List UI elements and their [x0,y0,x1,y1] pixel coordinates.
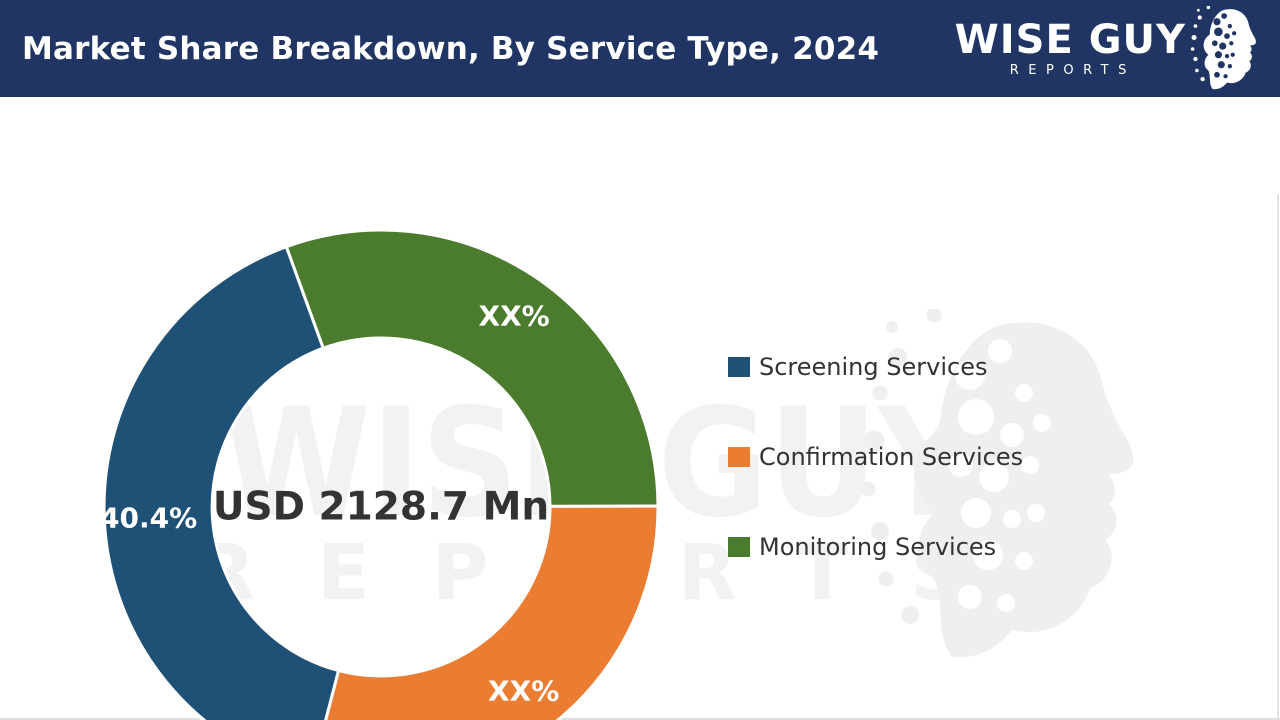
brand-face-icon [1190,6,1256,90]
brand-name: WISE GUY [954,17,1186,63]
bottom-border-line [0,718,1280,720]
chart-canvas: WISE GUY REPORTS [0,97,1280,720]
watermark-face-graphic [862,309,1134,657]
donut-center-value: USD 2128.7 Mn [212,484,550,530]
page-title: Market Share Breakdown, By Service Type,… [22,30,880,67]
header-bar: Market Share Breakdown, By Service Type,… [0,0,1280,97]
donut-chart: XX% XX% 40.4% USD 2128.7 Mn [100,227,661,720]
legend-item-screening-services: Screening Services [728,353,1023,381]
slice-monitoring-services [284,228,660,508]
slice-confirmation-services [324,504,660,720]
legend-swatch-confirmation [728,447,750,467]
legend-label-monitoring: Monitoring Services [759,533,997,561]
brand-logo-text: WISE GUY REPORTS [955,20,1186,78]
legend: Screening Services Confirmation Services… [728,353,1023,561]
legend-swatch-monitoring [728,537,750,557]
legend-item-confirmation-services: Confirmation Services [728,443,1023,471]
brand-subtitle: REPORTS [1009,63,1136,78]
legend-label-confirmation: Confirmation Services [759,443,1024,471]
legend-swatch-screening [728,357,750,377]
legend-item-monitoring-services: Monitoring Services [728,533,1023,561]
brand-logo: WISE GUY REPORTS [955,4,1264,94]
legend-label-screening: Screening Services [759,353,988,381]
slice-screening-services [102,245,340,720]
right-border-line [1277,194,1279,720]
